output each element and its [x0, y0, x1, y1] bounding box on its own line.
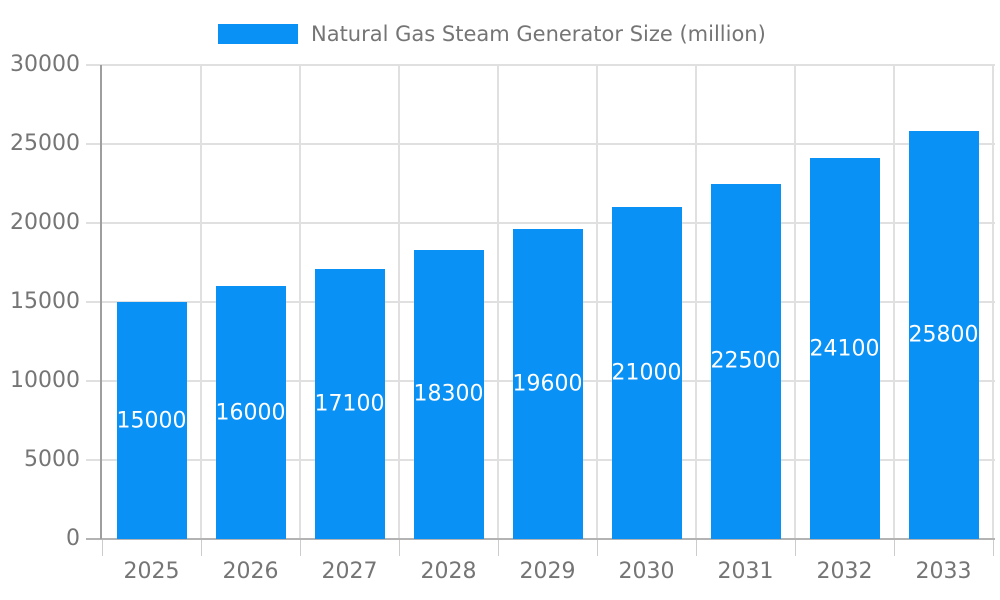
- y-axis-tick-label: 30000: [10, 52, 80, 77]
- y-axis-tick-label: 0: [66, 526, 80, 551]
- x-axis-tick: [695, 539, 697, 556]
- bar[interactable]: 24100: [809, 158, 880, 539]
- gridline-horizontal: [86, 64, 995, 66]
- x-axis-category-label: 2026: [222, 559, 279, 584]
- gridline-vertical: [596, 65, 598, 539]
- gridline-vertical: [299, 65, 301, 539]
- gridline-horizontal: [86, 143, 995, 145]
- bar-value-label: 24100: [809, 336, 880, 362]
- y-axis-tick-label: 5000: [24, 447, 80, 472]
- gridline-vertical: [695, 65, 697, 539]
- bar[interactable]: 16000: [215, 286, 286, 539]
- x-axis-tick: [497, 539, 499, 556]
- x-axis-tick: [101, 539, 103, 556]
- bar-value-label: 21000: [611, 360, 682, 386]
- x-axis-tick: [398, 539, 400, 556]
- x-axis-category-label: 2030: [618, 559, 675, 584]
- x-axis-category-label: 2025: [123, 559, 180, 584]
- x-axis-category-label: 2027: [321, 559, 378, 584]
- x-axis-tick: [992, 539, 994, 556]
- bar[interactable]: 19600: [512, 229, 583, 539]
- y-axis-tick-label: 10000: [10, 368, 80, 393]
- x-axis-line: [86, 538, 995, 540]
- bar-value-label: 18300: [413, 381, 484, 407]
- legend[interactable]: Natural Gas Steam Generator Size (millio…: [218, 22, 766, 46]
- bar-value-label: 16000: [215, 400, 286, 426]
- x-axis-category-label: 2029: [519, 559, 576, 584]
- gridline-vertical: [794, 65, 796, 539]
- gridline-horizontal: [86, 222, 995, 224]
- bar-value-label: 25800: [908, 322, 979, 348]
- bar[interactable]: 17100: [314, 268, 385, 539]
- bar[interactable]: 22500: [710, 183, 781, 539]
- x-axis-category-label: 2032: [816, 559, 873, 584]
- gridline-vertical: [398, 65, 400, 539]
- gridline-vertical: [992, 65, 994, 539]
- x-axis-category-label: 2033: [915, 559, 972, 584]
- x-axis-category-label: 2028: [420, 559, 477, 584]
- x-axis-tick: [794, 539, 796, 556]
- y-axis-tick-label: 25000: [10, 131, 80, 156]
- x-axis-tick: [893, 539, 895, 556]
- bar-value-label: 17100: [314, 391, 385, 417]
- bar[interactable]: 21000: [611, 207, 682, 539]
- x-axis-category-label: 2031: [717, 559, 774, 584]
- bar-value-label: 22500: [710, 348, 781, 374]
- gridline-vertical: [497, 65, 499, 539]
- legend-swatch[interactable]: [218, 24, 298, 44]
- bar[interactable]: 25800: [908, 131, 979, 539]
- bar[interactable]: 18300: [413, 249, 484, 539]
- y-axis-line: [100, 65, 102, 539]
- gridline-vertical: [200, 65, 202, 539]
- gridline-vertical: [893, 65, 895, 539]
- x-axis-tick: [596, 539, 598, 556]
- y-axis-tick-label: 20000: [10, 210, 80, 235]
- x-axis-tick: [200, 539, 202, 556]
- x-axis-tick: [299, 539, 301, 556]
- bar-value-label: 19600: [512, 371, 583, 397]
- bar-value-label: 15000: [116, 408, 187, 433]
- y-axis-tick-label: 15000: [10, 289, 80, 314]
- legend-label[interactable]: Natural Gas Steam Generator Size (millio…: [311, 22, 766, 46]
- bar[interactable]: 15000: [116, 302, 187, 539]
